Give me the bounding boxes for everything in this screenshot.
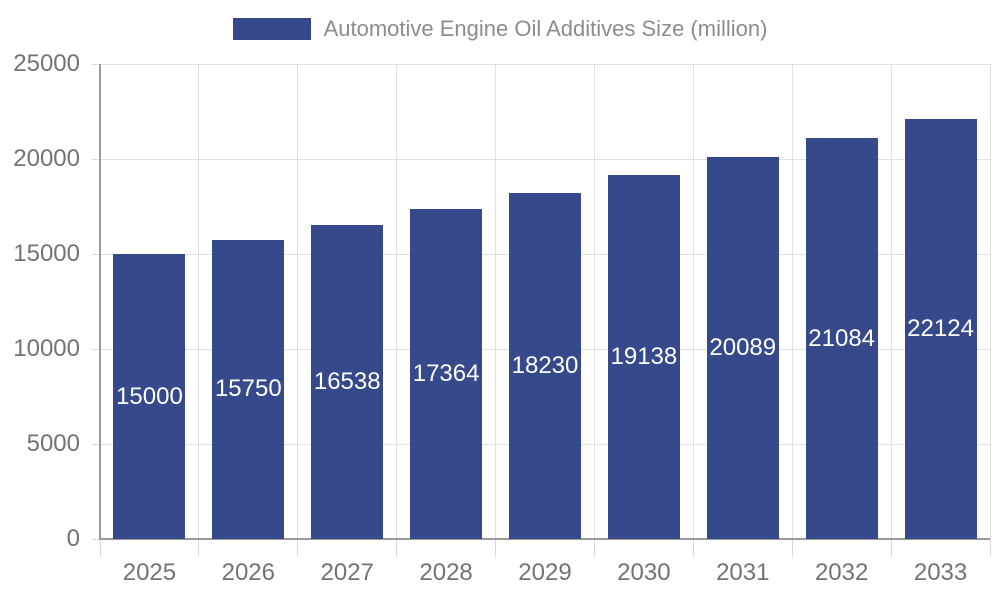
bar-2029 bbox=[509, 192, 581, 539]
bar-value-label: 21084 bbox=[808, 324, 876, 352]
y-axis-tick bbox=[92, 253, 100, 255]
bar-value-label: 19138 bbox=[610, 343, 678, 371]
x-tick-label: 2033 bbox=[913, 559, 968, 586]
y-axis-tick bbox=[92, 63, 100, 65]
x-tick-label: 2027 bbox=[320, 559, 374, 586]
v-gridline bbox=[791, 64, 793, 539]
x-axis-tick bbox=[890, 539, 892, 557]
bar-2025 bbox=[113, 254, 186, 539]
x-axis-tick bbox=[692, 539, 694, 557]
bar-2033 bbox=[904, 118, 977, 539]
x-tick-label: 2025 bbox=[122, 559, 177, 586]
x-axis-tick bbox=[791, 539, 793, 557]
y-axis-tick bbox=[92, 538, 100, 540]
h-gridline bbox=[100, 158, 990, 160]
y-tick-label: 0 bbox=[66, 525, 80, 552]
v-gridline bbox=[593, 64, 595, 539]
y-axis-tick bbox=[92, 158, 100, 160]
x-axis-line bbox=[99, 538, 990, 540]
bar-value-label: 15750 bbox=[214, 375, 282, 403]
bar-2031 bbox=[706, 157, 779, 539]
y-tick-label: 5000 bbox=[26, 430, 80, 457]
bar-2027 bbox=[311, 224, 384, 539]
y-tick-label: 10000 bbox=[13, 335, 80, 362]
x-tick-label: 2032 bbox=[814, 559, 869, 586]
y-axis-line bbox=[99, 64, 101, 539]
x-tick-label: 2029 bbox=[518, 559, 572, 586]
bar-value-label: 22124 bbox=[907, 314, 974, 342]
bar-2028 bbox=[410, 209, 483, 539]
bar-value-label: 17364 bbox=[412, 360, 480, 388]
bar-value-label: 15000 bbox=[116, 382, 183, 410]
x-axis-tick bbox=[198, 539, 200, 557]
bar-value-label: 16538 bbox=[313, 367, 381, 395]
x-axis-tick bbox=[396, 539, 398, 557]
x-axis-tick bbox=[297, 539, 299, 557]
x-axis-tick bbox=[989, 539, 991, 557]
x-tick-label: 2031 bbox=[716, 559, 770, 586]
v-gridline bbox=[890, 64, 892, 539]
y-axis-tick bbox=[92, 443, 100, 445]
y-tick-label: 20000 bbox=[13, 145, 80, 172]
y-tick-label: 15000 bbox=[13, 240, 80, 267]
x-axis-tick bbox=[593, 539, 595, 557]
x-tick-label: 2030 bbox=[617, 559, 671, 586]
h-gridline bbox=[100, 63, 990, 65]
x-tick-label: 2028 bbox=[419, 559, 473, 586]
legend-swatch bbox=[232, 18, 311, 40]
legend-label: Automotive Engine Oil Additives Size (mi… bbox=[323, 16, 768, 41]
x-axis-tick bbox=[495, 539, 497, 557]
x-axis-tick bbox=[99, 539, 101, 557]
bar-2030 bbox=[607, 175, 680, 539]
bar-2026 bbox=[212, 239, 285, 539]
bar-value-label: 20089 bbox=[709, 334, 777, 362]
bar-2032 bbox=[805, 138, 878, 539]
v-gridline bbox=[297, 64, 299, 539]
v-gridline bbox=[692, 64, 694, 539]
y-axis-tick bbox=[92, 348, 100, 350]
v-gridline bbox=[989, 64, 991, 539]
v-gridline bbox=[198, 64, 200, 539]
bar-value-label: 18230 bbox=[511, 351, 579, 379]
x-tick-label: 2026 bbox=[221, 559, 275, 586]
legend-item[interactable]: Automotive Engine Oil Additives Size (mi… bbox=[0, 14, 1000, 44]
v-gridline bbox=[495, 64, 497, 539]
y-tick-label: 25000 bbox=[13, 50, 80, 77]
v-gridline bbox=[396, 64, 398, 539]
